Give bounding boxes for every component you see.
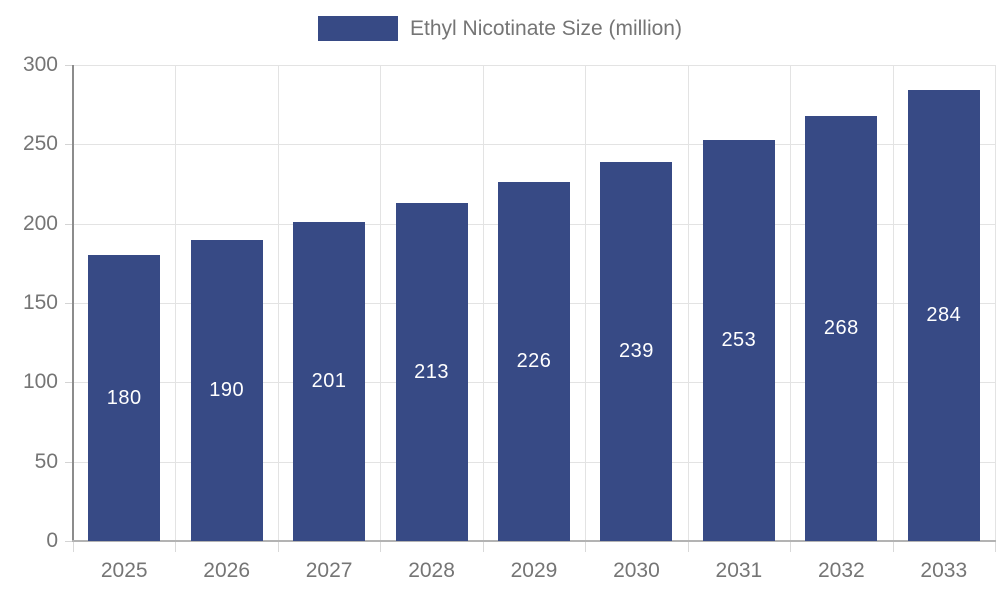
bar-2030[interactable]: 239 (600, 161, 673, 541)
y-tick-label: 300 (22, 53, 58, 76)
y-tick-label: 200 (22, 211, 58, 235)
bar-value-label: 239 (619, 339, 654, 362)
gridline-horizontal (73, 65, 995, 66)
x-tick-label: 2032 (817, 559, 865, 582)
gridline-vertical (892, 65, 894, 541)
bar-value-label: 190 (209, 378, 245, 401)
x-axis-tick (277, 542, 279, 552)
y-axis-tick (65, 144, 72, 146)
y-axis-tick (65, 541, 72, 542)
y-tick-label: 250 (22, 132, 58, 156)
x-axis-tick (380, 542, 382, 552)
y-axis-tick (65, 65, 72, 66)
bar-value-label: 226 (516, 350, 552, 373)
x-tick-label: 2027 (305, 559, 353, 582)
bar-2029[interactable]: 226 (498, 182, 570, 541)
bar-2027[interactable]: 201 (293, 222, 366, 541)
y-axis-tick (65, 303, 72, 304)
gridline-vertical (687, 65, 689, 541)
bar-2032[interactable]: 268 (805, 115, 878, 541)
gridline-vertical (585, 65, 587, 541)
y-axis-tick (65, 223, 72, 225)
plot-area: 180 190 201 213 226 239 253 268 284 (65, 65, 996, 552)
y-tick-label: 50 (34, 449, 58, 473)
x-tick-label: 2031 (715, 559, 763, 582)
bar-value-label: 268 (823, 316, 859, 339)
bar-value-label: 284 (926, 304, 962, 327)
bar-value-label: 180 (106, 386, 142, 409)
bar-2026[interactable]: 190 (190, 239, 263, 541)
x-tick-label: 2026 (203, 559, 251, 582)
x-axis-tick (585, 542, 587, 552)
x-axis-tick (73, 542, 74, 552)
bar-value-label: 253 (721, 328, 757, 351)
bar-2031[interactable]: 253 (702, 139, 775, 541)
bar-value-label: 213 (414, 360, 449, 383)
gridline-vertical (482, 65, 484, 541)
x-axis-line (72, 540, 996, 542)
gridline-vertical (277, 65, 279, 541)
gridline-vertical (380, 65, 382, 541)
y-tick-label: 100 (22, 370, 58, 394)
y-tick-label: 0 (46, 529, 58, 552)
x-axis-tick (892, 542, 894, 552)
x-tick-label: 2033 (920, 559, 968, 582)
y-tick-label: 150 (22, 291, 58, 314)
x-tick-label: 2025 (100, 559, 148, 582)
x-axis-tick (687, 542, 689, 552)
y-axis-line (72, 65, 74, 541)
gridline-vertical (175, 65, 177, 541)
bar-2025[interactable]: 180 (88, 255, 161, 541)
x-axis-tick (790, 542, 792, 552)
bar-2033[interactable]: 284 (907, 90, 980, 541)
gridline-vertical (790, 65, 792, 541)
bar-value-label: 201 (311, 370, 347, 393)
y-axis-tick (65, 461, 72, 463)
x-tick-label: 2029 (510, 559, 558, 582)
legend-item[interactable]: Ethyl Nicotinate Size (million) (0, 16, 1000, 41)
x-axis-tick (175, 542, 177, 552)
y-axis-tick (65, 382, 72, 384)
x-axis-tick (482, 542, 484, 552)
gridline-vertical (995, 65, 996, 541)
x-axis-tick (995, 542, 996, 552)
legend-label: Ethyl Nicotinate Size (million) (410, 16, 682, 40)
legend-swatch (318, 16, 399, 41)
gridline-horizontal (73, 144, 995, 146)
bar-2028[interactable]: 213 (395, 203, 468, 541)
x-tick-label: 2028 (408, 559, 455, 582)
x-tick-label: 2030 (613, 559, 660, 582)
